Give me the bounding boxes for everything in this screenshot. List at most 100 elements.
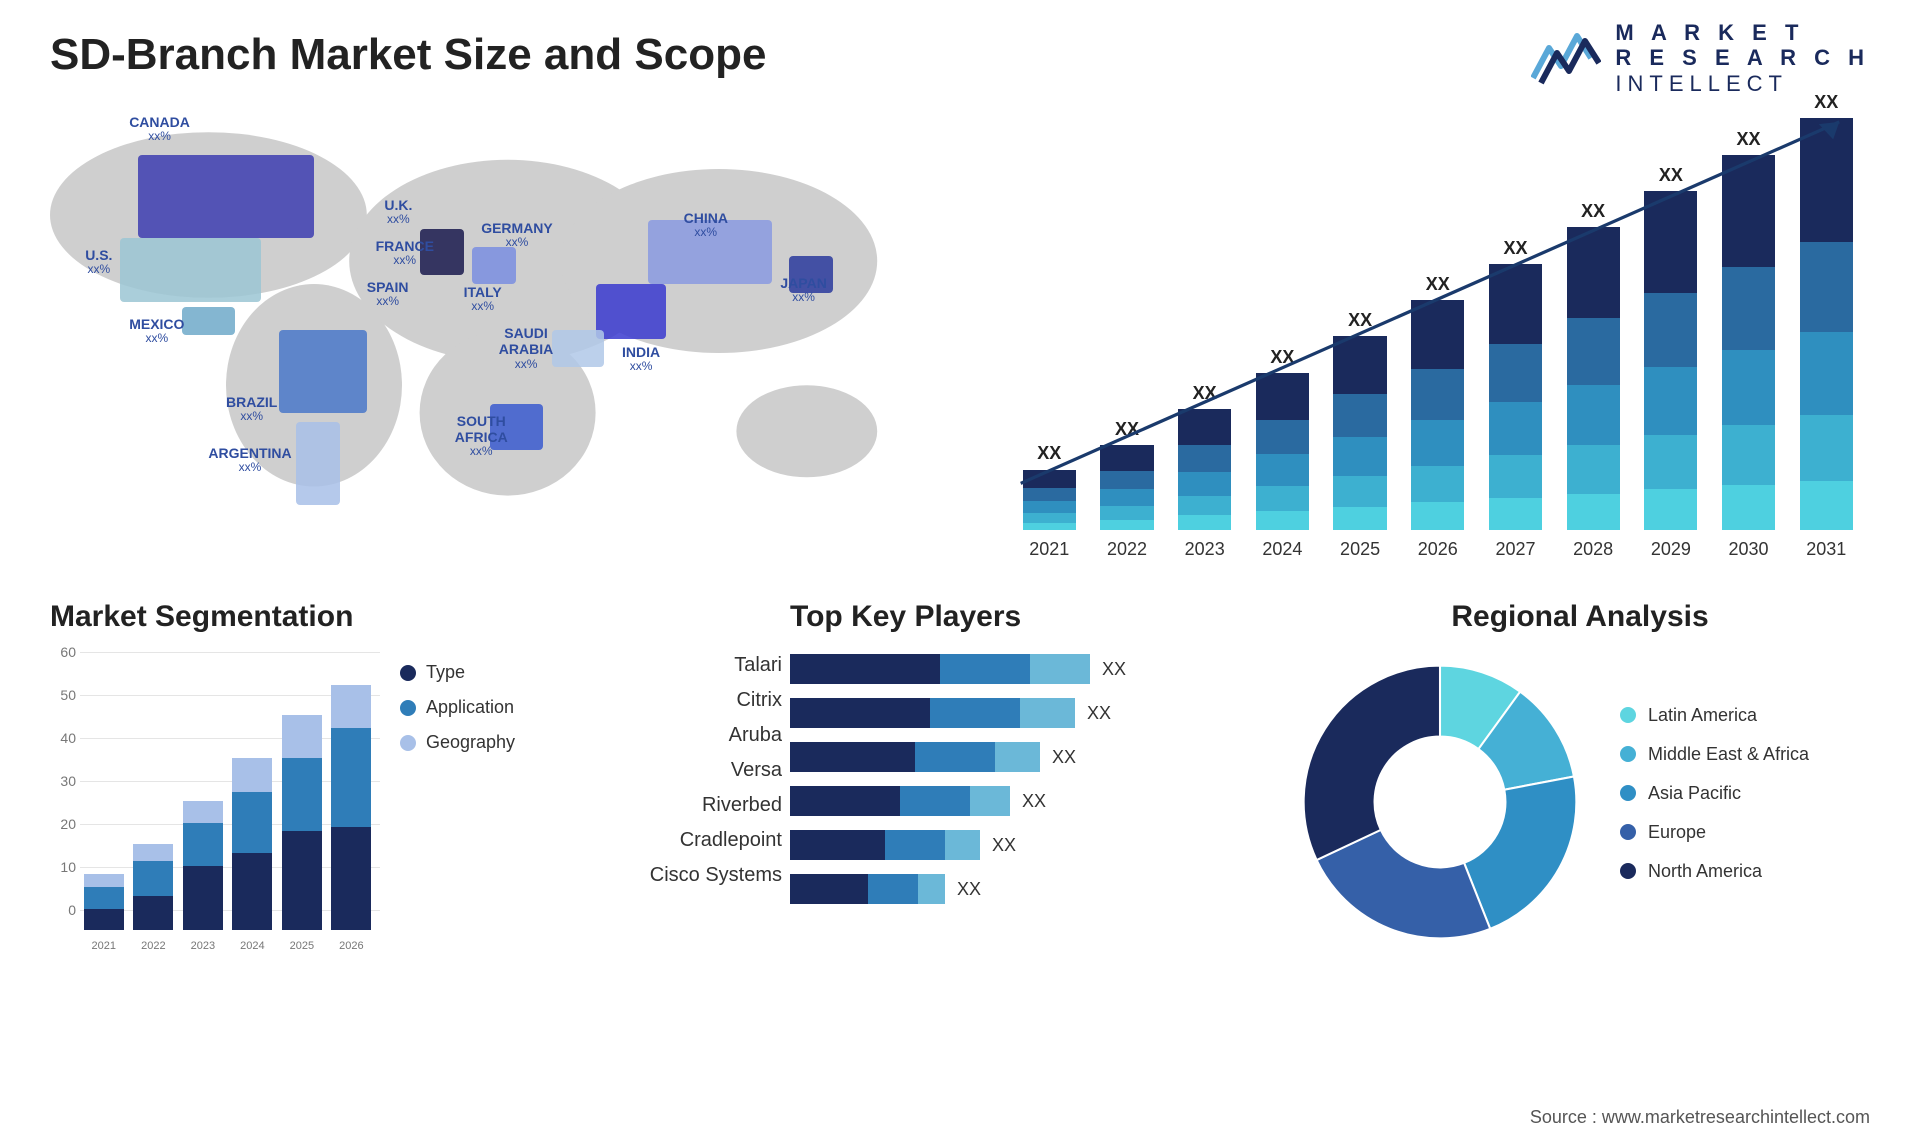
player-bar-value: XX [1087, 703, 1111, 724]
legend-label: Geography [426, 732, 515, 753]
main-bar-year: 2028 [1573, 539, 1613, 560]
map-region [296, 422, 340, 505]
map-label: BRAZILxx% [226, 394, 277, 424]
player-bar-value: XX [1022, 791, 1046, 812]
map-label: FRANCExx% [376, 238, 434, 268]
main-bar-year: 2024 [1262, 539, 1302, 560]
legend-swatch [400, 665, 416, 681]
regional-legend-item: Middle East & Africa [1620, 744, 1809, 765]
main-bar-seg [1256, 373, 1309, 420]
main-bar: XX [1644, 191, 1697, 530]
main-bar-seg [1178, 409, 1231, 445]
seg-bar-seg [331, 728, 371, 827]
seg-bar [232, 758, 272, 930]
player-bar-seg [970, 786, 1010, 816]
seg-legend-item: Type [400, 662, 515, 683]
main-bar-seg [1411, 420, 1464, 466]
main-bar-seg [1411, 300, 1464, 369]
player-bar-row: XX [790, 784, 1250, 818]
main-bar: XX [1722, 155, 1775, 530]
main-bar: XX [1489, 264, 1542, 530]
player-bar-seg [790, 742, 915, 772]
regional-title: Regional Analysis [1290, 600, 1870, 634]
legend-swatch [1620, 824, 1636, 840]
player-bar-row: XX [790, 872, 1250, 906]
seg-bar [282, 715, 322, 930]
main-bar-seg [1567, 385, 1620, 446]
logo-line2: R E S E A R C H [1615, 45, 1870, 70]
player-name: Cradlepoint [610, 829, 790, 852]
main-bar: XX [1411, 300, 1464, 530]
player-bar-seg [1030, 654, 1090, 684]
main-bar: XX [1256, 373, 1309, 530]
player-name: Citrix [610, 689, 790, 712]
main-bar-seg [1644, 435, 1697, 489]
main-bar-year: 2030 [1729, 539, 1769, 560]
seg-bar-seg [331, 685, 371, 728]
seg-bar-seg [84, 874, 124, 887]
seg-bar-seg [183, 801, 223, 823]
player-bar-row: XX [790, 696, 1250, 730]
player-bar [790, 654, 1090, 684]
main-bar: XX [1333, 336, 1386, 530]
main-bar-seg [1178, 445, 1231, 472]
legend-swatch [1620, 863, 1636, 879]
player-bar [790, 874, 945, 904]
main-bar-seg [1256, 420, 1309, 455]
player-bar-value: XX [1052, 747, 1076, 768]
player-bar-seg [1020, 698, 1075, 728]
world-map: CANADAxx%U.S.xx%MEXICOxx%BRAZILxx%ARGENT… [50, 100, 930, 560]
seg-bar [84, 874, 124, 930]
main-bar-seg [1722, 425, 1775, 485]
main-bar-seg [1644, 367, 1697, 435]
y-tick: 30 [50, 773, 76, 789]
seg-bar-seg [84, 909, 124, 930]
main-bar: XX [1023, 469, 1076, 530]
regional-legend-item: Latin America [1620, 705, 1809, 726]
source-text: Source : www.marketresearchintellect.com [1530, 1107, 1870, 1128]
main-bar-seg [1722, 485, 1775, 530]
main-bar-seg [1100, 520, 1153, 530]
player-bar-seg [790, 654, 940, 684]
regional-legend-item: North America [1620, 861, 1809, 882]
main-bar-seg [1800, 118, 1853, 241]
main-bar-seg [1333, 336, 1386, 394]
seg-bar-seg [282, 831, 322, 930]
map-label: CHINAxx% [684, 210, 728, 240]
main-bar-seg [1489, 402, 1542, 455]
y-tick: 10 [50, 859, 76, 875]
seg-year: 2022 [141, 940, 165, 952]
map-label: U.K.xx% [384, 197, 412, 227]
seg-bar [183, 801, 223, 930]
main-bar-seg [1100, 445, 1153, 470]
player-name: Cisco Systems [610, 864, 790, 887]
map-label: MEXICOxx% [129, 316, 184, 346]
player-name: Aruba [610, 724, 790, 747]
main-bar-value: XX [1193, 383, 1217, 404]
legend-swatch [1620, 746, 1636, 762]
player-name: Talari [610, 654, 790, 677]
legend-label: Europe [1648, 822, 1706, 843]
y-tick: 0 [50, 902, 76, 918]
players-chart: XXXXXXXXXXXX [790, 652, 1250, 952]
player-bar-seg [790, 830, 885, 860]
main-bar-seg [1178, 496, 1231, 515]
segmentation-title: Market Segmentation [50, 600, 570, 634]
main-bar-year: 2026 [1418, 539, 1458, 560]
main-bar-value: XX [1426, 274, 1450, 295]
main-bar-seg [1023, 488, 1076, 501]
main-bar-seg [1722, 155, 1775, 268]
seg-bar-seg [282, 715, 322, 758]
y-tick: 40 [50, 730, 76, 746]
player-bar-seg [885, 830, 945, 860]
legend-label: Latin America [1648, 705, 1757, 726]
main-bar-seg [1023, 523, 1076, 530]
segmentation-legend: TypeApplicationGeography [400, 662, 515, 767]
main-bar-seg [1800, 481, 1853, 530]
main-bar: XX [1567, 227, 1620, 530]
seg-bar [331, 685, 371, 930]
main-bar-seg [1256, 486, 1309, 511]
regional-panel: Regional Analysis Latin America Middle Ea… [1290, 600, 1870, 1030]
players-panel: TalariCitrixArubaVersaRiverbedCradlepoin… [610, 600, 1250, 1030]
main-bar: XX [1178, 409, 1231, 530]
